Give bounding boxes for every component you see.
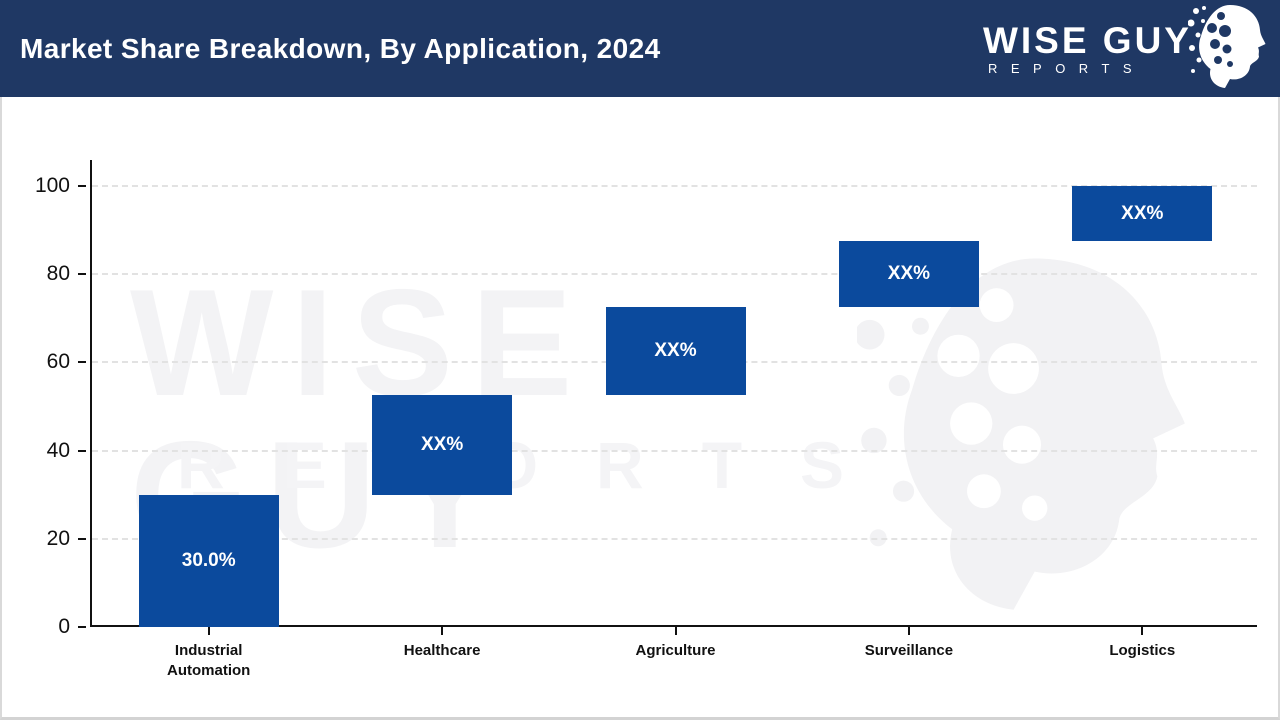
x-category-label: Healthcare [403, 642, 481, 659]
bar-surveillance: XX% [838, 241, 979, 308]
y-tick-label: 0 [58, 615, 70, 638]
x-tick-mark [441, 627, 444, 635]
bar-healthcare: XX% [372, 395, 513, 495]
bar-agriculture: XX% [605, 307, 746, 396]
logo-text: WISE GUY REPORTS [983, 22, 1192, 75]
y-tick-mark [78, 185, 86, 187]
y-tick-mark [78, 449, 86, 452]
x-category-label: Surveillance [864, 642, 954, 659]
logo-wordmark: WISE GUY [982, 20, 1192, 61]
x-category-label: Logistics [1109, 642, 1176, 659]
y-tick-label: 80 [46, 262, 70, 286]
header-bar: Market Share Breakdown, By Application, … [0, 0, 1280, 97]
y-tick-label: 60 [46, 350, 70, 374]
x-category-label: Agriculture [635, 642, 716, 659]
y-tick-label: 100 [34, 174, 70, 197]
y-tick-label: 40 [46, 438, 70, 462]
gridline-100 [92, 185, 1257, 187]
bar-value-label: XX% [887, 263, 931, 285]
y-tick-mark [78, 537, 86, 540]
gridline-80 [92, 273, 1257, 276]
page-title: Market Share Breakdown, By Application, … [20, 32, 661, 64]
logo-subtitle: REPORTS [987, 61, 1146, 76]
x-category-label: Industrial Automation [167, 642, 251, 680]
gridline-40 [92, 449, 1257, 452]
bar-logistics: XX% [1072, 186, 1213, 242]
x-tick-mark [907, 627, 910, 635]
gridline-20 [92, 537, 1257, 540]
chart-canvas: WISE GUY REPORTS 0 20 40 60 80 100 30.0% Indus… [0, 97, 1280, 720]
x-tick-mark [207, 627, 210, 635]
y-axis: 0 20 40 60 80 100 [2, 160, 88, 638]
y-tick-label: 20 [46, 526, 70, 550]
x-tick-mark [674, 627, 677, 635]
y-tick-mark [78, 626, 86, 628]
bar-value-label: XX% [1121, 202, 1164, 224]
dotted-head-icon [1187, 3, 1266, 94]
plot-area: 30.0% Industrial Automation XX% Healthcare X… [90, 160, 1257, 679]
wise-guy-reports-logo: WISE GUY REPORTS [983, 3, 1266, 94]
bar-value-label: XX% [654, 340, 697, 362]
y-tick-mark [78, 273, 86, 276]
bar-value-label: XX% [420, 434, 464, 456]
bar-industrial-automation: 30.0% [138, 494, 279, 627]
bar-value-label: 30.0% [181, 549, 236, 571]
x-tick-mark [1141, 627, 1144, 635]
y-tick-mark [78, 361, 86, 364]
